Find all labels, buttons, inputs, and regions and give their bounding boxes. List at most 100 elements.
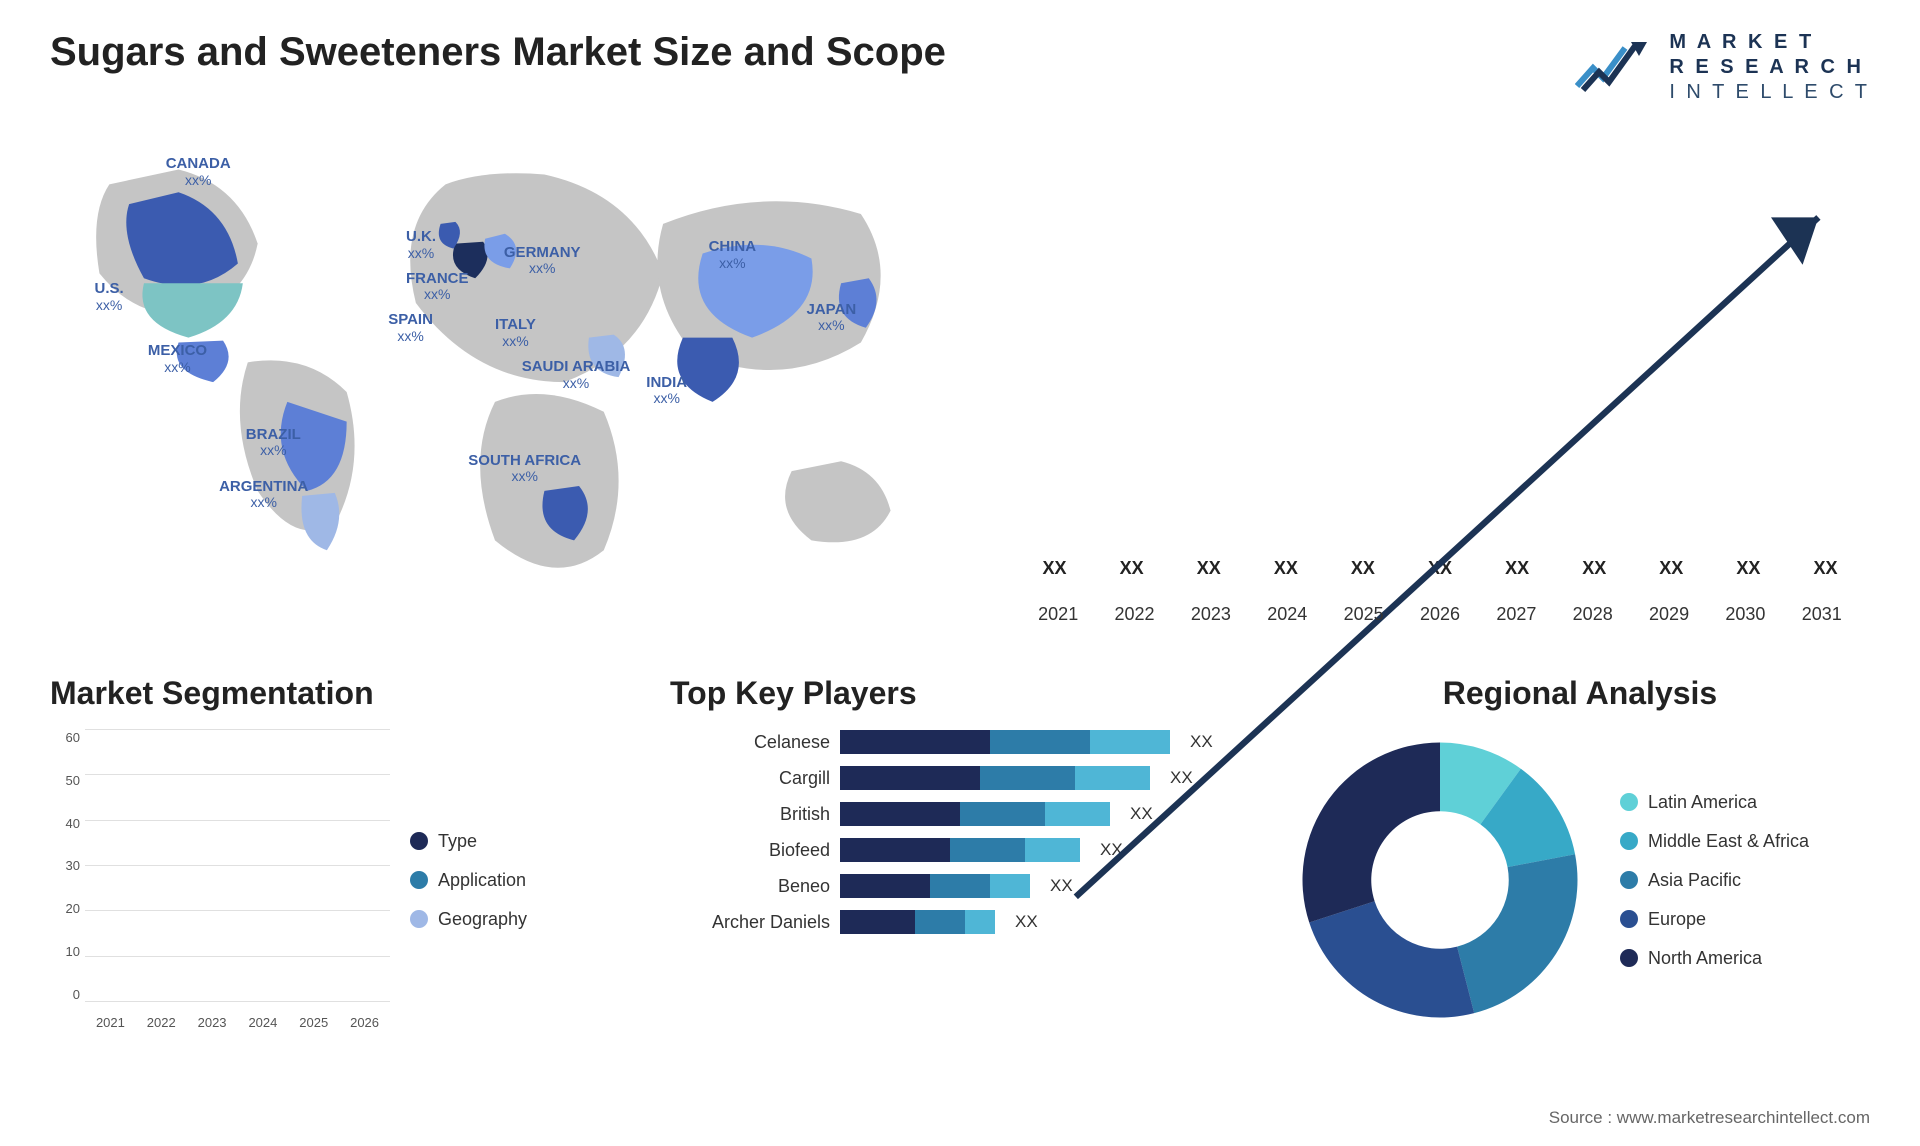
bottom-row: Market Segmentation 6050403020100 202120… <box>50 675 1870 1030</box>
growth-bar: XX <box>1637 558 1706 585</box>
player-bar <box>840 838 1080 862</box>
player-value: XX <box>1170 768 1193 788</box>
player-name: Archer Daniels <box>670 912 830 933</box>
source-attribution: Source : www.marketresearchintellect.com <box>1549 1108 1870 1128</box>
player-row: Celanese XX <box>670 730 1220 754</box>
growth-bar: XX <box>1020 558 1089 585</box>
growth-bar: XX <box>1483 558 1552 585</box>
player-bar <box>840 730 1170 754</box>
bar-value-label: XX <box>1505 558 1529 579</box>
bar-value-label: XX <box>1659 558 1683 579</box>
bar-value-label: XX <box>1197 558 1221 579</box>
player-row: Cargill XX <box>670 766 1220 790</box>
map-label: ITALYxx% <box>495 317 536 350</box>
growth-bar: XX <box>1405 558 1474 585</box>
regional-legend: Latin AmericaMiddle East & AfricaAsia Pa… <box>1620 792 1809 969</box>
map-label: MEXICOxx% <box>148 343 207 376</box>
player-name: Cargill <box>670 768 830 789</box>
growth-chart: XXXXXXXXXXXXXXXXXXXXXX 20212022202320242… <box>980 125 1870 645</box>
map-label: SOUTH AFRICAxx% <box>468 453 581 486</box>
player-value: XX <box>1050 876 1073 896</box>
map-label: U.K.xx% <box>406 229 436 262</box>
growth-bar: XX <box>1328 558 1397 585</box>
map-label: BRAZILxx% <box>246 427 301 460</box>
x-axis-label: 2028 <box>1555 604 1631 625</box>
players-chart: CelaneseXXCargillXXBritishXXBiofeedXXBen… <box>670 730 1250 934</box>
legend-item: Type <box>410 831 527 852</box>
player-bar <box>840 766 1150 790</box>
top-row: CANADAxx% U.S.xx% MEXICOxx% BRAZILxx% ARGENT… <box>50 125 1870 645</box>
bar-value-label: XX <box>1120 558 1144 579</box>
legend-item: Geography <box>410 909 527 930</box>
map-label: INDIAxx% <box>646 375 687 408</box>
players-panel: Top Key Players CelaneseXXCargillXXBriti… <box>670 675 1250 1030</box>
player-row: Biofeed XX <box>670 838 1220 862</box>
legend-item: Middle East & Africa <box>1620 831 1809 852</box>
donut-segment <box>1303 743 1441 923</box>
segmentation-legend: Type Application Geography <box>410 730 527 1030</box>
bar-value-label: XX <box>1428 558 1452 579</box>
growth-bar: XX <box>1560 558 1629 585</box>
growth-bar: XX <box>1714 558 1783 585</box>
x-axis-label: 2025 <box>1325 604 1401 625</box>
x-axis-label: 2031 <box>1784 604 1860 625</box>
map-label: SAUDI ARABIAxx% <box>522 359 631 392</box>
bar-value-label: XX <box>1736 558 1760 579</box>
bar-value-label: XX <box>1813 558 1837 579</box>
bar-value-label: XX <box>1043 558 1067 579</box>
player-row: Archer Daniels XX <box>670 910 1220 934</box>
player-name: British <box>670 804 830 825</box>
player-row: British XX <box>670 802 1220 826</box>
map-label: U.S.xx% <box>95 281 124 314</box>
x-axis-label: 2029 <box>1631 604 1707 625</box>
segmentation-chart: 6050403020100 202120222023202420252026 <box>50 730 390 1030</box>
map-label: CANADAxx% <box>166 156 231 189</box>
map-label: ARGENTINAxx% <box>219 479 308 512</box>
player-name: Biofeed <box>670 840 830 861</box>
player-bar <box>840 802 1110 826</box>
player-value: XX <box>1015 912 1038 932</box>
logo-text: M A R K E T R E S E A R C H I N T E L L … <box>1669 30 1870 105</box>
bar-value-label: XX <box>1274 558 1298 579</box>
map-label: CHINAxx% <box>709 239 757 272</box>
x-axis-label: 2030 <box>1707 604 1783 625</box>
growth-bar: XX <box>1251 558 1320 585</box>
segmentation-title: Market Segmentation <box>50 675 630 712</box>
map-label: GERMANYxx% <box>504 245 581 278</box>
page-title: Sugars and Sweeteners Market Size and Sc… <box>50 30 946 75</box>
bar-value-label: XX <box>1351 558 1375 579</box>
x-axis-label: 2024 <box>1249 604 1325 625</box>
regional-panel: Regional Analysis Latin AmericaMiddle Ea… <box>1290 675 1870 1030</box>
player-bar <box>840 910 995 934</box>
regional-donut-chart <box>1290 730 1590 1030</box>
player-row: Beneo XX <box>670 874 1220 898</box>
player-name: Beneo <box>670 876 830 897</box>
brand-logo: M A R K E T R E S E A R C H I N T E L L … <box>1575 30 1870 105</box>
x-axis-label: 2021 <box>1020 604 1096 625</box>
legend-item: Application <box>410 870 527 891</box>
x-axis-label: 2027 <box>1478 604 1554 625</box>
x-axis-label: 2023 <box>1173 604 1249 625</box>
players-title: Top Key Players <box>670 675 1250 712</box>
growth-bar: XX <box>1097 558 1166 585</box>
donut-segment <box>1457 854 1577 1013</box>
header: Sugars and Sweeteners Market Size and Sc… <box>50 30 1870 105</box>
map-label: FRANCExx% <box>406 271 469 304</box>
legend-item: Europe <box>1620 909 1809 930</box>
growth-bar: XX <box>1174 558 1243 585</box>
map-label: JAPANxx% <box>807 302 857 335</box>
logo-icon <box>1575 38 1655 98</box>
x-axis-label: 2026 <box>1402 604 1478 625</box>
player-value: XX <box>1190 732 1213 752</box>
x-axis-label: 2022 <box>1096 604 1172 625</box>
donut-segment <box>1309 901 1474 1017</box>
player-name: Celanese <box>670 732 830 753</box>
map-label: SPAINxx% <box>388 312 433 345</box>
segmentation-panel: Market Segmentation 6050403020100 202120… <box>50 675 630 1030</box>
growth-bar: XX <box>1791 558 1860 585</box>
player-value: XX <box>1130 804 1153 824</box>
regional-title: Regional Analysis <box>1290 675 1870 712</box>
player-value: XX <box>1100 840 1123 860</box>
bar-value-label: XX <box>1582 558 1606 579</box>
world-map: CANADAxx% U.S.xx% MEXICOxx% BRAZILxx% ARGENT… <box>50 125 940 645</box>
